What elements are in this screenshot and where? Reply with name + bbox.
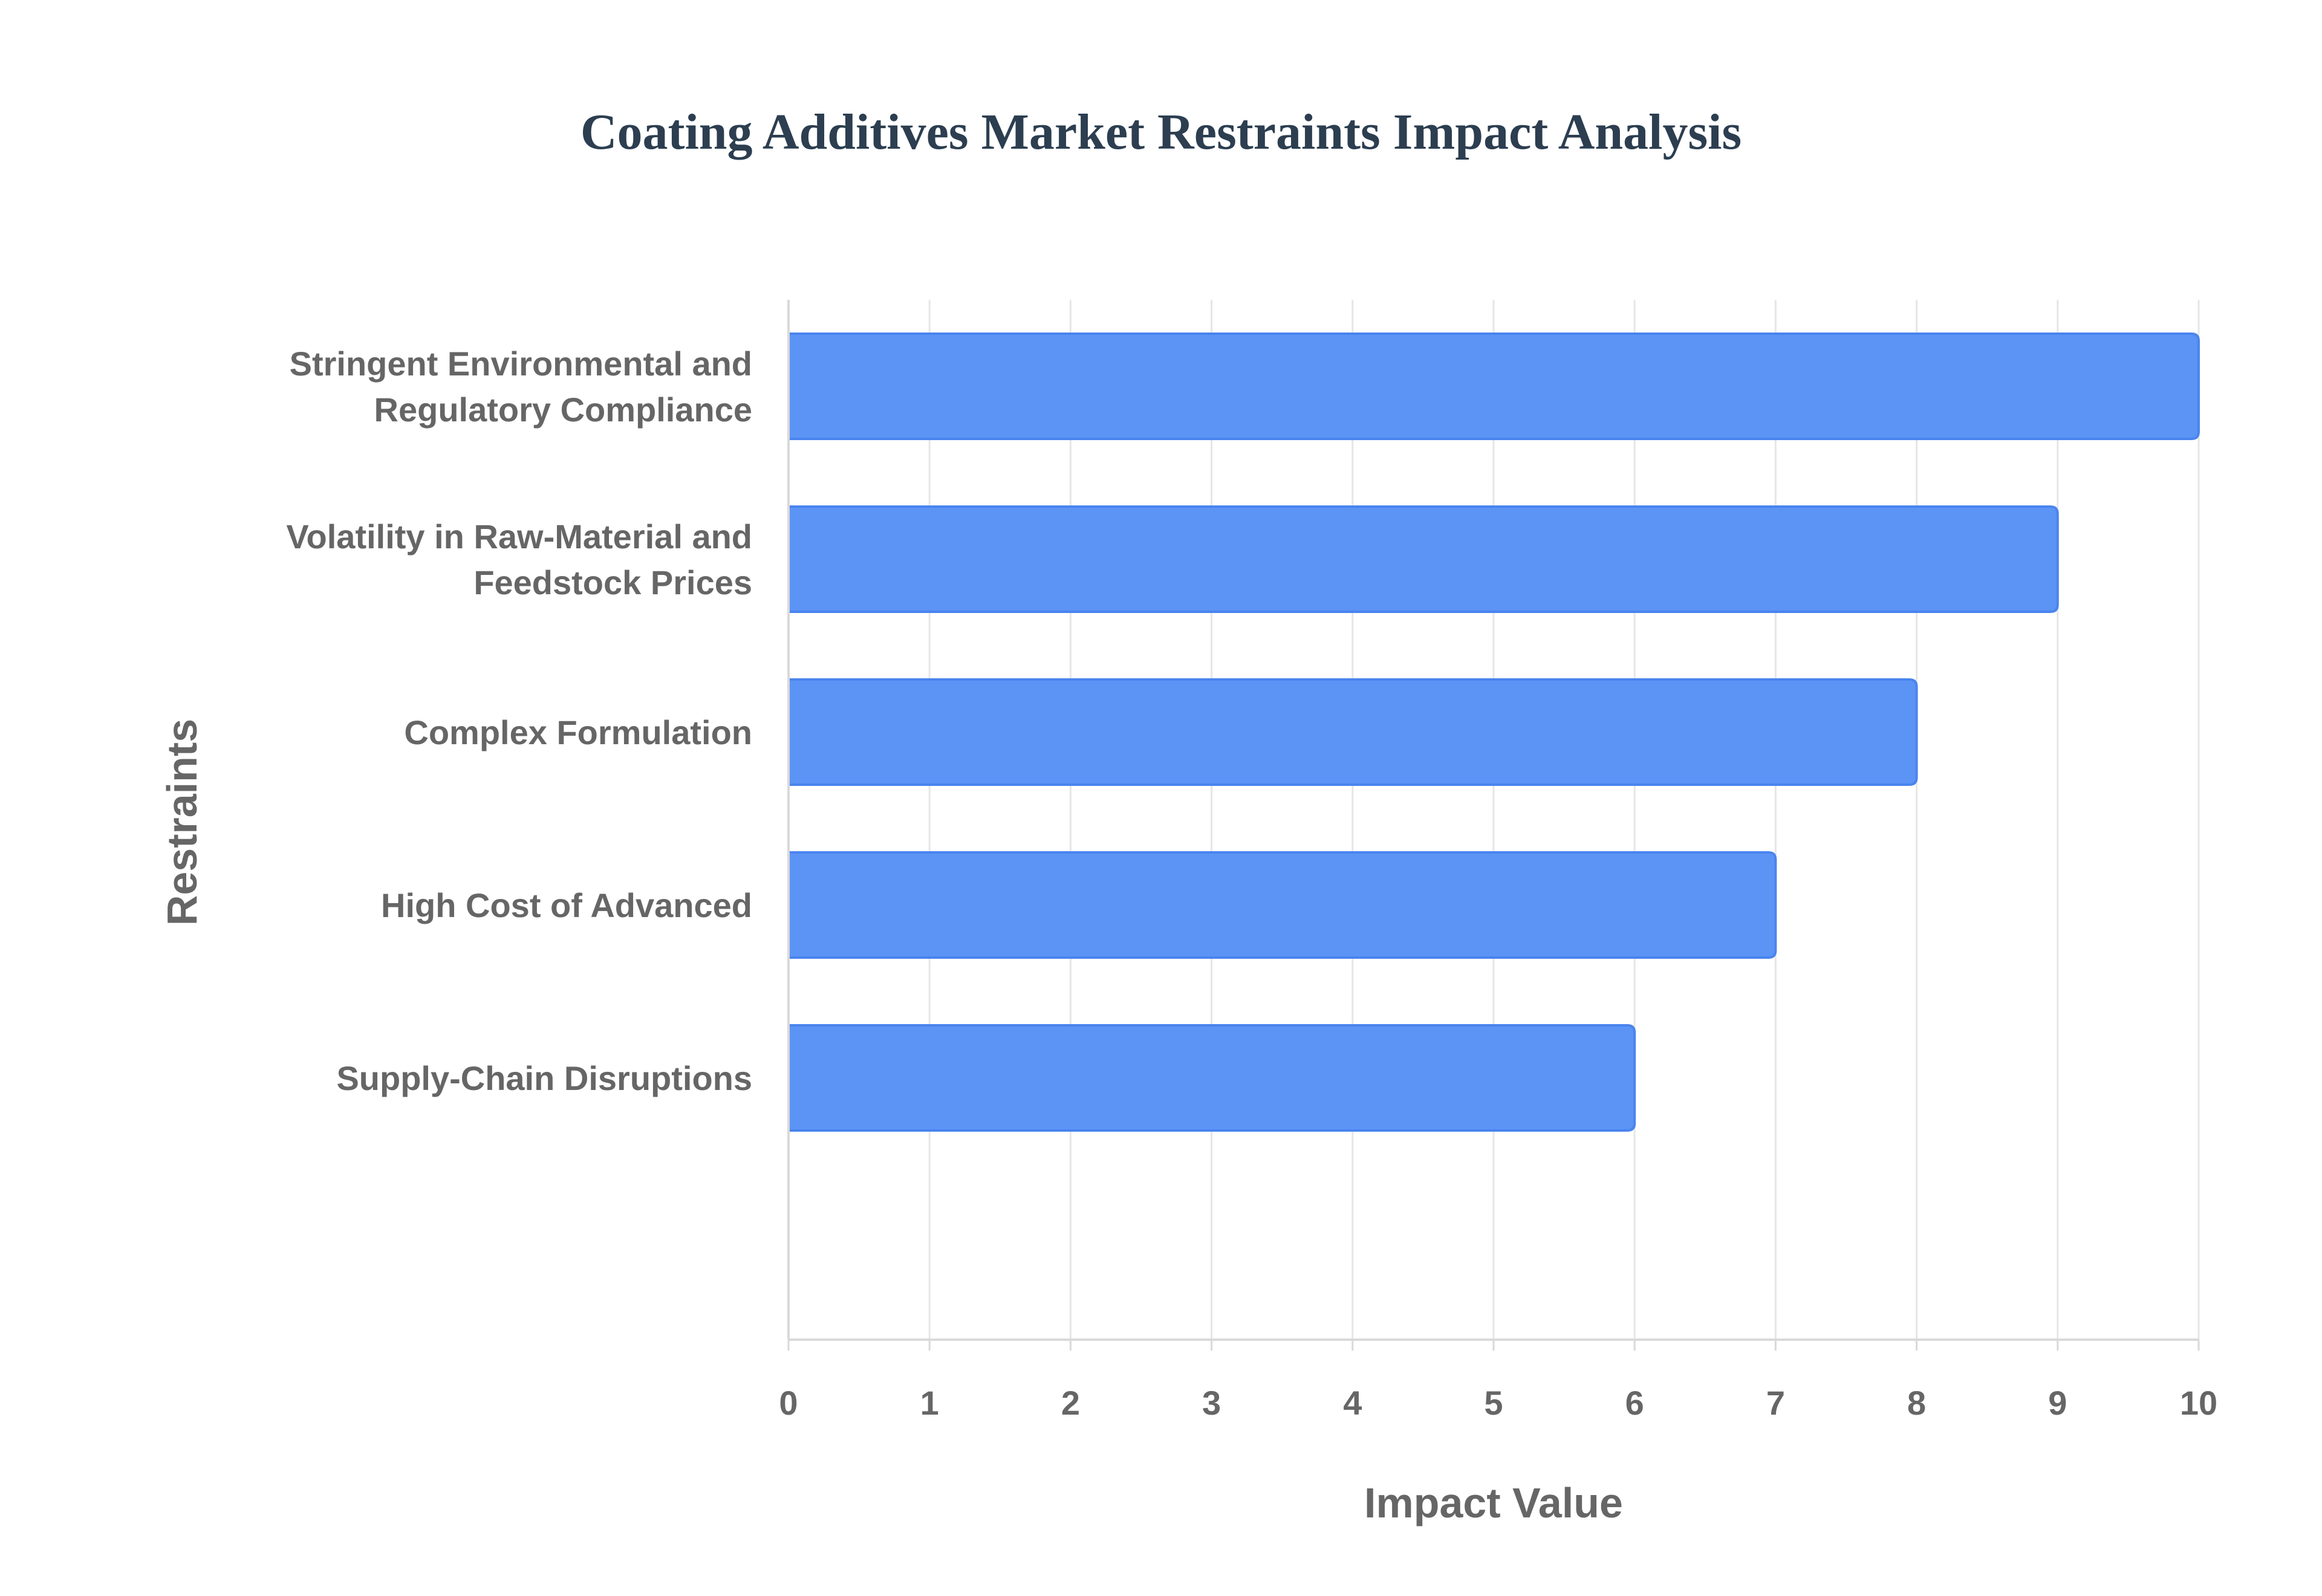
gridlines xyxy=(928,300,2200,1340)
category-label: Volatility in Raw-Material and Feedstock … xyxy=(286,517,752,602)
x-tick-label: 2 xyxy=(1061,1384,1080,1422)
x-tick-label: 4 xyxy=(1343,1384,1362,1422)
x-tick-labels: 0 1 2 3 4 5 6 7 8 9 10 xyxy=(779,1384,2217,1422)
x-tick-label: 1 xyxy=(920,1384,939,1422)
category-label: Stringent Environmental and Regulatory Co… xyxy=(290,345,752,429)
bar[interactable] xyxy=(787,851,1777,959)
bar[interactable] xyxy=(787,678,1918,786)
category-label: High Cost of Advanced xyxy=(381,886,752,924)
chart-title: Coating Additives Market Restraints Impa… xyxy=(580,104,1742,160)
bar[interactable] xyxy=(787,505,2059,613)
x-tick-label: 10 xyxy=(2180,1384,2217,1422)
x-tick-label: 0 xyxy=(779,1384,798,1422)
axes xyxy=(787,300,2200,1351)
bar[interactable] xyxy=(787,1024,1636,1132)
x-tick-label: 5 xyxy=(1484,1384,1503,1422)
bars xyxy=(787,332,2200,1132)
x-tick-label: 3 xyxy=(1202,1384,1221,1422)
category-labels: Stringent Environmental and Regulatory Co… xyxy=(286,345,752,1097)
category-label: Complex Formulation xyxy=(404,713,752,751)
x-tick-label: 9 xyxy=(2048,1384,2067,1422)
category-label: Supply-Chain Disruptions xyxy=(336,1059,752,1097)
x-tick-label: 6 xyxy=(1625,1384,1644,1422)
x-tick-label: 8 xyxy=(1907,1384,1926,1422)
x-axis-title: Impact Value xyxy=(1364,1479,1623,1526)
x-tick-label: 7 xyxy=(1766,1384,1785,1422)
y-axis-title: Restraints xyxy=(158,719,206,926)
bar[interactable] xyxy=(787,332,2200,440)
